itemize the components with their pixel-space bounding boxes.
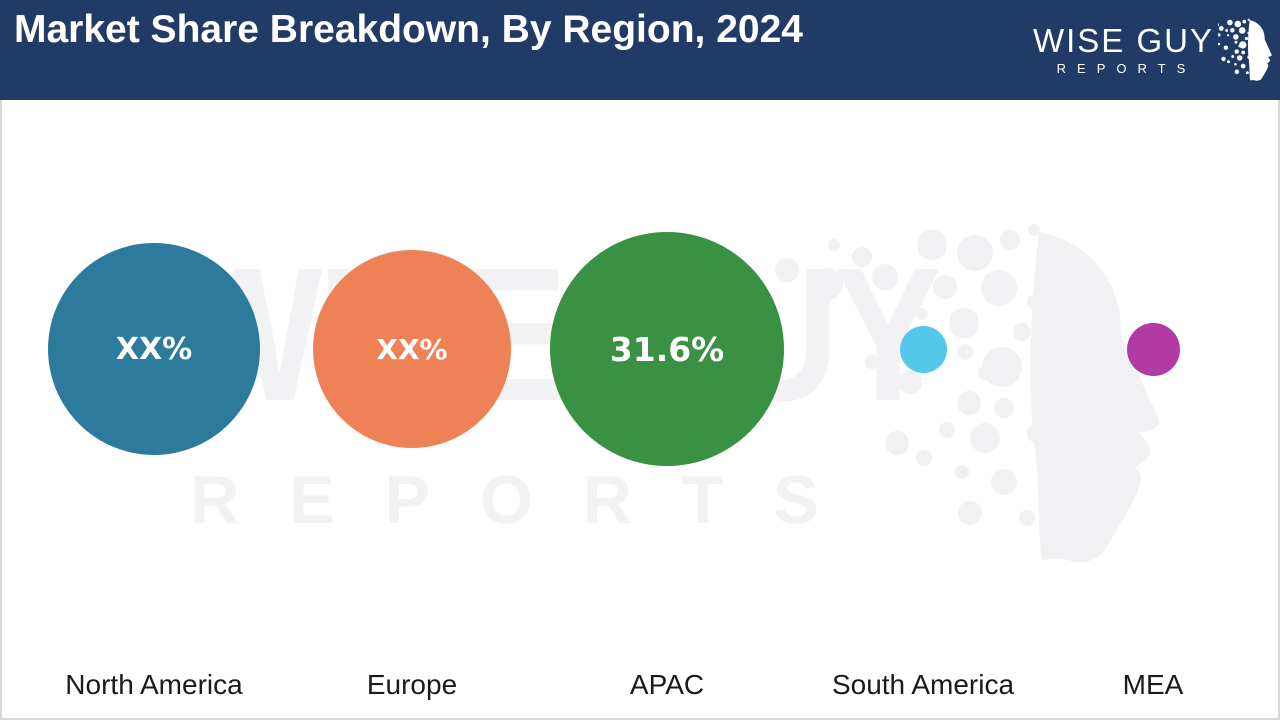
bubble-mea[interactable] xyxy=(1126,322,1180,376)
bubble-north-america[interactable]: XX% xyxy=(48,243,260,455)
bubble-value-label-europe: XX% xyxy=(376,332,448,366)
region-label-europe: Europe xyxy=(366,669,458,700)
wiseguy-logo-text: WISE GUY REPORTS xyxy=(1032,22,1214,77)
region-label-north-america: North America xyxy=(65,669,243,700)
region-label-apac: APAC xyxy=(629,669,705,700)
watermark-subtitle: REPORTS xyxy=(190,462,869,538)
bubble-value-label-north-america: XX% xyxy=(115,331,193,367)
bubble-chart: WISE GUY REPORTS XX%XX%31.6% North Ameri… xyxy=(0,100,1280,720)
header-bar: Market Share Breakdown, By Region, 2024 … xyxy=(0,0,1280,100)
watermark-head-icon xyxy=(775,224,1160,562)
bubble-apac[interactable]: 31.6% xyxy=(550,232,784,466)
logo-subtitle: REPORTS xyxy=(1056,61,1197,76)
logo-wordmark: WISE GUY xyxy=(1032,22,1214,59)
bubble-value-label-apac: 31.6% xyxy=(609,329,725,369)
bubble-south-america[interactable] xyxy=(899,325,947,373)
page-title: Market Share Breakdown, By Region, 2024 xyxy=(14,8,803,51)
wiseguy-logo: WISE GUY REPORTS xyxy=(1033,8,1274,92)
region-label-mea: MEA xyxy=(1122,669,1184,700)
region-label-south-america: South America xyxy=(831,669,1015,700)
wiseguy-head-icon xyxy=(1218,18,1272,81)
bubble-europe[interactable]: XX% xyxy=(313,250,511,448)
